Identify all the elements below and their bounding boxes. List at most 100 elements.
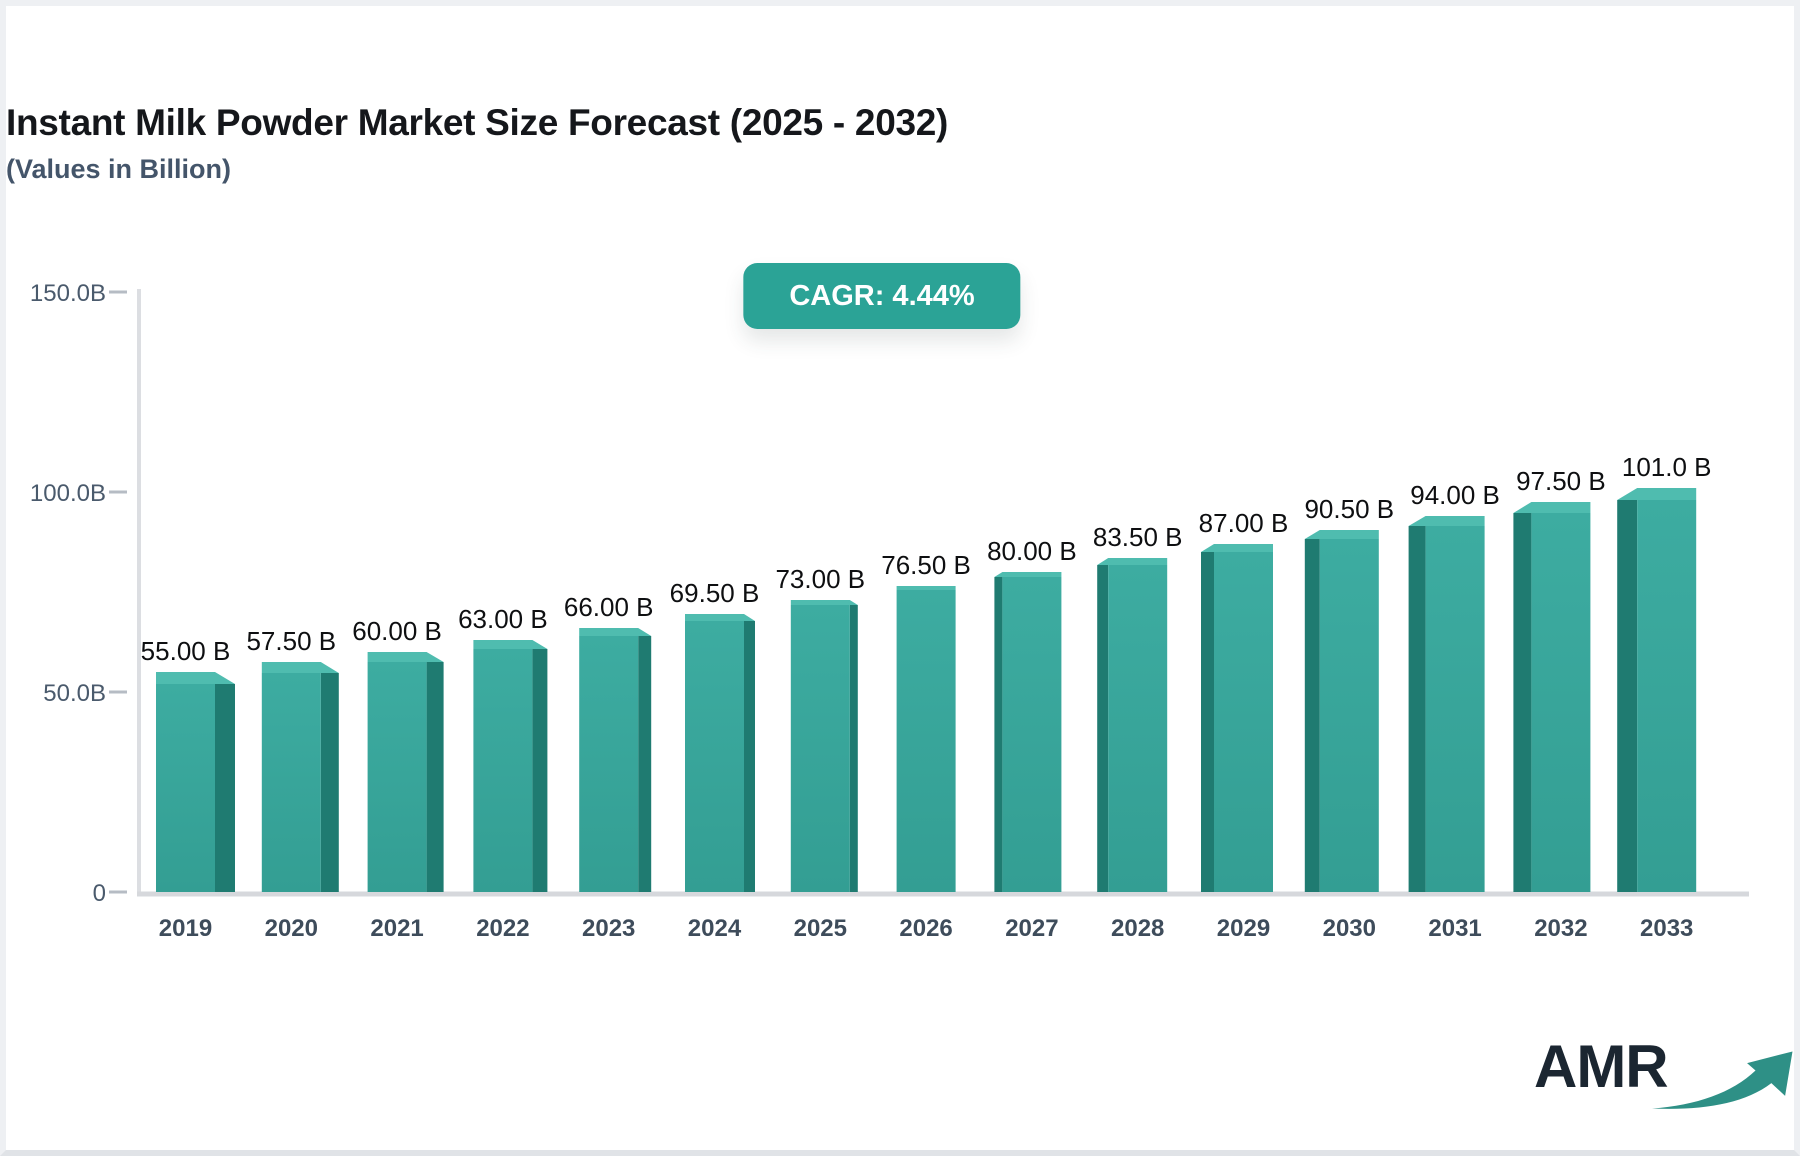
bar-side-face bbox=[1513, 513, 1532, 892]
bar[interactable] bbox=[685, 621, 744, 892]
bar-group-2025: 73.00 B 2025 bbox=[775, 564, 865, 942]
bar-group-2019: 55.00 B 2019 bbox=[141, 636, 235, 942]
bar-side-face bbox=[849, 605, 858, 892]
bar-value-label: 66.00 B bbox=[564, 592, 654, 622]
bar-group-2031: 94.00 B 2031 bbox=[1408, 480, 1500, 942]
bar[interactable] bbox=[1637, 500, 1697, 892]
bar-value-label: 55.00 B bbox=[141, 636, 231, 666]
bar[interactable] bbox=[1108, 565, 1168, 892]
bar[interactable] bbox=[1319, 539, 1379, 892]
bar-top-face bbox=[1408, 516, 1485, 526]
y-tick-label: 100.0B bbox=[30, 480, 106, 507]
bar-group-2027: 80.00 B 2027 bbox=[987, 536, 1077, 942]
x-axis-label: 2030 bbox=[1323, 915, 1376, 942]
bar-top-face bbox=[1201, 544, 1273, 552]
x-axis-label: 2025 bbox=[794, 915, 847, 942]
amr-logo-text: AMR bbox=[1534, 1033, 1669, 1100]
bar[interactable] bbox=[1214, 552, 1273, 892]
y-tick-label: 150.0B bbox=[30, 280, 106, 307]
bar-group-2024: 69.50 B 2024 bbox=[670, 578, 760, 942]
bar-side-face bbox=[1201, 552, 1214, 892]
bar-side-face bbox=[994, 577, 1003, 892]
bar-side-face bbox=[744, 621, 755, 892]
bar[interactable] bbox=[1531, 513, 1591, 892]
x-axis-label: 2022 bbox=[476, 915, 529, 942]
x-axis-label: 2021 bbox=[370, 915, 423, 942]
bar-group-2021: 60.00 B 2021 bbox=[352, 616, 444, 942]
x-axis-label: 2020 bbox=[265, 915, 318, 942]
amr-logo: AMR bbox=[1534, 1032, 1793, 1122]
bar-top-face bbox=[790, 600, 858, 605]
bar[interactable] bbox=[156, 684, 215, 892]
bar-value-label: 60.00 B bbox=[352, 616, 442, 646]
bar-value-label: 83.50 B bbox=[1093, 522, 1183, 552]
x-axis-label: 2033 bbox=[1640, 915, 1693, 942]
bar-group-2030: 90.50 B 2030 bbox=[1304, 494, 1394, 942]
bar-side-face bbox=[1097, 565, 1109, 892]
bar[interactable] bbox=[790, 605, 850, 892]
x-axis-label: 2032 bbox=[1534, 915, 1587, 942]
bar-side-face bbox=[638, 636, 652, 892]
bar[interactable] bbox=[1425, 526, 1485, 892]
bar-side-face bbox=[215, 684, 235, 892]
bar[interactable] bbox=[367, 662, 427, 892]
bar-group-2020: 57.50 B 2020 bbox=[246, 626, 339, 942]
bar-top-face bbox=[473, 640, 548, 649]
cagr-badge: CAGR: 4.44% bbox=[743, 263, 1021, 329]
chart-title: Instant Milk Powder Market Size Forecast… bbox=[6, 102, 949, 143]
bar-top-face bbox=[367, 652, 444, 662]
bar-side-face bbox=[320, 673, 339, 892]
bar-top-face bbox=[685, 614, 755, 621]
bar-value-label: 63.00 B bbox=[458, 604, 548, 634]
bar-value-label: 76.50 B bbox=[881, 550, 971, 580]
bar-top-face bbox=[579, 628, 652, 636]
x-axis-label: 2024 bbox=[688, 915, 742, 942]
chart-subtitle: (Values in Billion) bbox=[6, 154, 232, 184]
x-axis-label: 2023 bbox=[582, 915, 635, 942]
bar-side-face bbox=[1304, 539, 1320, 892]
bar-side-face bbox=[1408, 526, 1426, 892]
bar-top-face bbox=[896, 586, 956, 590]
bar-side-face bbox=[1617, 500, 1638, 892]
y-tick-label: 0 bbox=[93, 880, 106, 907]
bar-group-2028: 83.50 B 2028 bbox=[1093, 522, 1183, 942]
bar-value-label: 69.50 B bbox=[670, 578, 760, 608]
y-tick-label: 50.0B bbox=[43, 680, 106, 707]
x-axis-label: 2019 bbox=[159, 915, 212, 942]
bar-value-label: 87.00 B bbox=[1199, 508, 1289, 538]
bar-value-label: 73.00 B bbox=[775, 564, 865, 594]
x-axis-label: 2027 bbox=[1005, 915, 1058, 942]
bar[interactable] bbox=[261, 673, 321, 892]
bar-group-2022: 63.00 B 2022 bbox=[458, 604, 548, 942]
bar-top-face bbox=[1304, 530, 1379, 539]
bar-top-face bbox=[1097, 558, 1168, 565]
bar[interactable] bbox=[1002, 577, 1062, 892]
x-axis-label: 2031 bbox=[1428, 915, 1481, 942]
bar[interactable] bbox=[473, 649, 533, 892]
bar-group-2023: 66.00 B 2023 bbox=[564, 592, 654, 942]
bar-value-label: 94.00 B bbox=[1410, 480, 1500, 510]
x-axis-label: 2028 bbox=[1111, 915, 1164, 942]
bar-group-2033: 101.0 B 2033 bbox=[1617, 452, 1712, 942]
bar-group-2026: 76.50 B 2026 bbox=[881, 550, 971, 942]
bar-side-face bbox=[532, 649, 548, 892]
bar-top-face bbox=[994, 572, 1062, 577]
bar[interactable] bbox=[896, 590, 956, 892]
x-axis-label: 2029 bbox=[1217, 915, 1270, 942]
bar-side-face bbox=[426, 662, 444, 892]
bar-value-label: 57.50 B bbox=[246, 626, 336, 656]
bar-value-label: 80.00 B bbox=[987, 536, 1077, 566]
bar-top-face bbox=[1617, 488, 1697, 500]
bar-value-label: 97.50 B bbox=[1516, 466, 1606, 496]
bar-group-2029: 87.00 B 2029 bbox=[1199, 508, 1289, 942]
bar-chart: 0 50.0B 100.0B 150.0B 55.00 B 2019 57.50 B 2020… bbox=[30, 280, 1749, 942]
bar-group-2032: 97.50 B 2032 bbox=[1513, 466, 1606, 942]
bar-top-face bbox=[261, 662, 339, 673]
bar-top-face bbox=[156, 672, 235, 684]
bar-value-label: 101.0 B bbox=[1622, 452, 1712, 482]
x-axis-label: 2026 bbox=[899, 915, 952, 942]
bar-value-label: 90.50 B bbox=[1304, 494, 1394, 524]
bar[interactable] bbox=[579, 636, 639, 892]
growth-arrow-icon bbox=[1652, 1051, 1793, 1109]
